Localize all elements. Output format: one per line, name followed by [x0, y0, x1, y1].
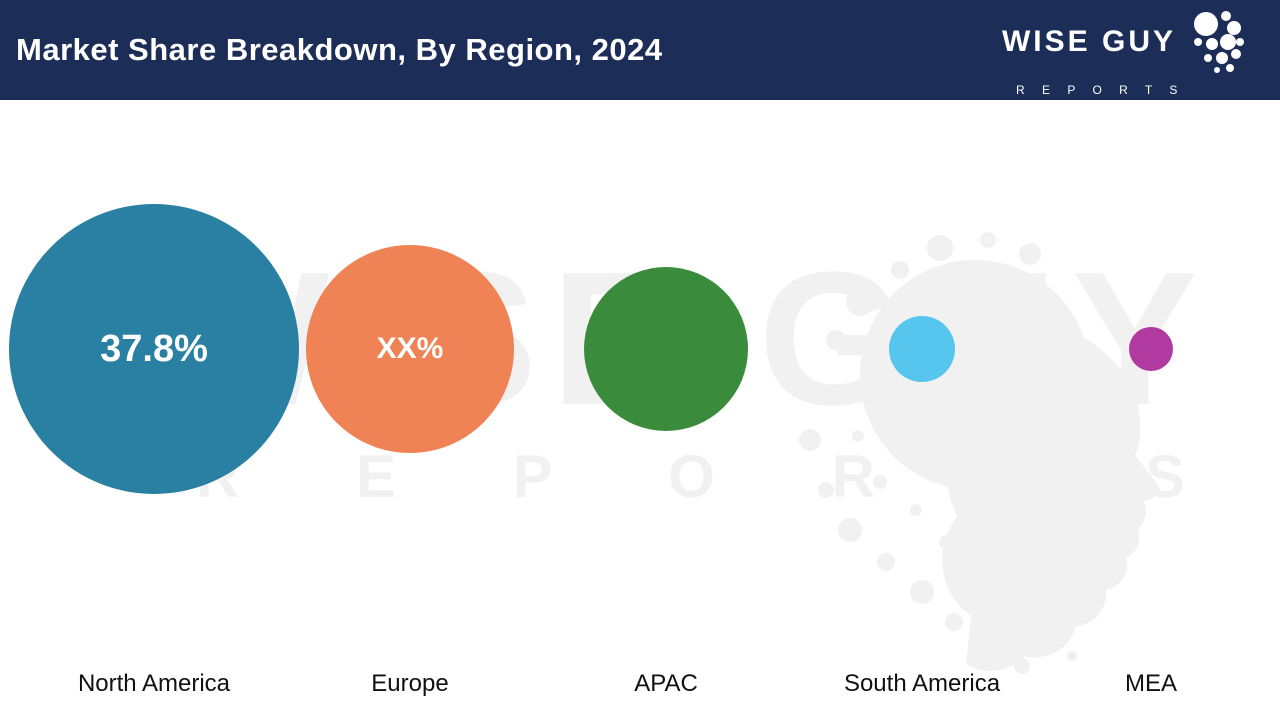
bubble-value-label: 37.8%	[100, 327, 208, 370]
bubble-mea	[1129, 327, 1173, 371]
region-label-apac: APAC	[634, 670, 698, 697]
brand-subtitle: R E P O R T S	[1015, 82, 1185, 97]
bubble-apac	[584, 267, 748, 431]
bubble-europe: XX%	[306, 245, 514, 453]
bubble-south-america	[889, 316, 955, 382]
region-label-north-america: North America	[77, 670, 231, 697]
bubble-north-america: 37.8%	[9, 204, 299, 494]
brand-logo: WISE GUY	[1002, 4, 1250, 97]
logo-head-icon	[1194, 10, 1244, 73]
header: Market Share Breakdown, By Region, 2024 …	[0, 0, 1280, 100]
brand-name: WISE GUY	[1001, 24, 1176, 58]
bubble-value-label: XX%	[376, 332, 444, 365]
watermark-head-icon	[799, 232, 1160, 674]
region-label-south-america: South America	[843, 670, 1001, 697]
page-title: Market Share Breakdown, By Region, 2024	[16, 32, 663, 67]
region-label-mea: MEA	[1124, 670, 1177, 697]
brand-logo-row: WISE GUY	[1002, 4, 1250, 80]
bubble-chart: WISE GUY R E P O R T S	[0, 100, 1280, 720]
region-label-europe: Europe	[371, 670, 449, 697]
